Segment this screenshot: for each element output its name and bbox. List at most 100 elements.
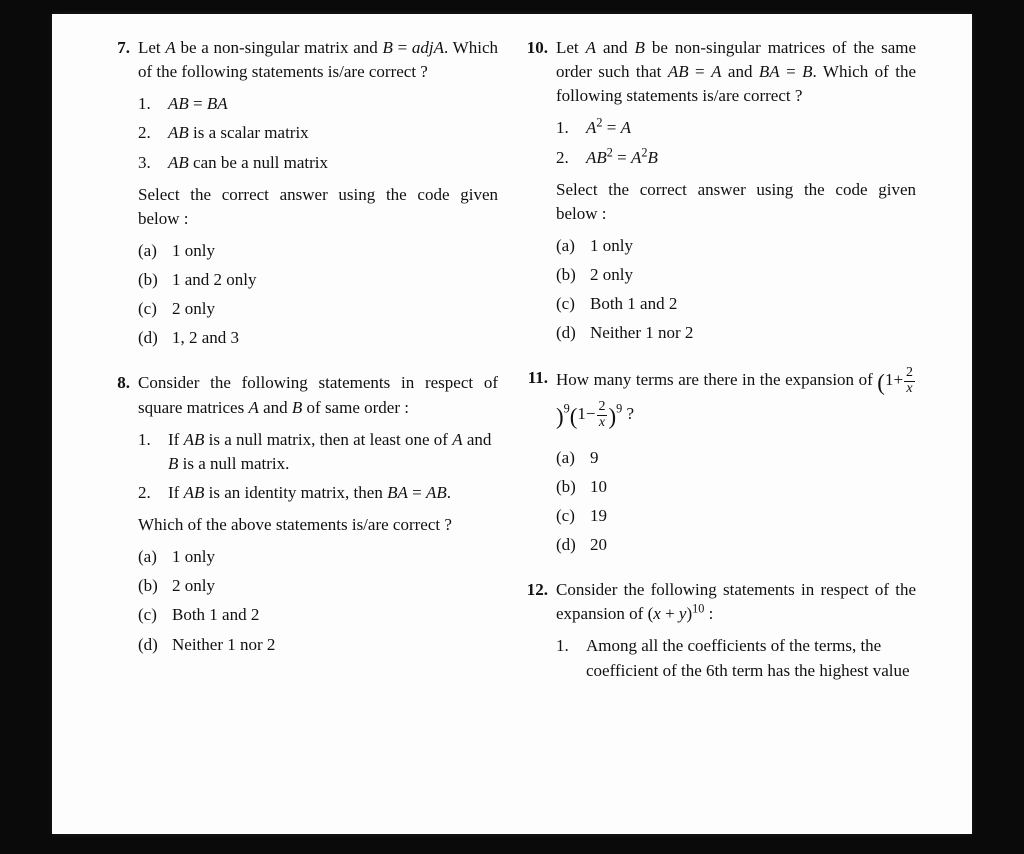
statement-text: A2 = A xyxy=(586,116,916,140)
question-text: Let A and B be non-singular matrices of … xyxy=(556,36,916,108)
option-label: (c) xyxy=(556,292,590,316)
option-text: Neither 1 nor 2 xyxy=(172,633,498,657)
statement-item: 1.Among all the coefficients of the term… xyxy=(556,634,916,682)
option-text: 2 only xyxy=(172,574,498,598)
statement-label: 2. xyxy=(556,146,586,170)
option-label: (b) xyxy=(138,574,172,598)
option-text: 1 and 2 only xyxy=(172,268,498,292)
option-text: 10 xyxy=(590,475,916,499)
answer-option: (a)9 xyxy=(556,446,916,470)
statement-label: 3. xyxy=(138,151,168,175)
answer-option: (b)10 xyxy=(556,475,916,499)
question-12: 12. Consider the following statements in… xyxy=(526,578,916,688)
question-number: 11. xyxy=(526,366,556,562)
statement-item: 3.AB can be a null matrix xyxy=(138,151,498,175)
statement-label: 2. xyxy=(138,121,168,145)
option-label: (b) xyxy=(556,475,590,499)
option-label: (a) xyxy=(556,446,590,470)
question-number: 10. xyxy=(526,36,556,350)
option-label: (d) xyxy=(556,533,590,557)
option-text: Both 1 and 2 xyxy=(172,603,498,627)
code-prompt: Select the correct answer using the code… xyxy=(138,183,498,231)
option-label: (b) xyxy=(556,263,590,287)
question-8: 8. Consider the following statements in … xyxy=(108,371,498,661)
statement-item: 2.AB2 = A2B xyxy=(556,146,916,170)
code-prompt: Which of the above statements is/are cor… xyxy=(138,513,498,537)
answer-option: (d)20 xyxy=(556,533,916,557)
option-text: Both 1 and 2 xyxy=(590,292,916,316)
option-label: (a) xyxy=(138,545,172,569)
statement-list: 1.Among all the coefficients of the term… xyxy=(556,634,916,682)
statement-item: 2.AB is a scalar matrix xyxy=(138,121,498,145)
question-text: How many terms are there in the expansio… xyxy=(556,366,916,433)
answer-option: (a)1 only xyxy=(138,545,498,569)
answer-option: (c)19 xyxy=(556,504,916,528)
option-label: (d) xyxy=(138,326,172,350)
option-text: 1 only xyxy=(172,545,498,569)
statement-list: 1.AB = BA2.AB is a scalar matrix3.AB can… xyxy=(138,92,498,174)
option-text: 2 only xyxy=(590,263,916,287)
answer-option: (c)Both 1 and 2 xyxy=(556,292,916,316)
statement-label: 2. xyxy=(138,481,168,505)
statement-text: If AB is a null matrix, then at least on… xyxy=(168,428,498,476)
option-label: (b) xyxy=(138,268,172,292)
answer-option: (d)Neither 1 nor 2 xyxy=(138,633,498,657)
answer-option: (b)1 and 2 only xyxy=(138,268,498,292)
statement-list: 1.If AB is a null matrix, then at least … xyxy=(138,428,498,505)
exam-page: 7. Let A be a non-singular matrix and B … xyxy=(52,14,972,834)
option-label: (c) xyxy=(138,603,172,627)
question-text: Consider the following statements in res… xyxy=(556,578,916,626)
option-label: (d) xyxy=(556,321,590,345)
answer-option: (c)Both 1 and 2 xyxy=(138,603,498,627)
statement-item: 1.A2 = A xyxy=(556,116,916,140)
statement-label: 1. xyxy=(138,92,168,116)
option-label: (a) xyxy=(556,234,590,258)
option-text: 1 only xyxy=(172,239,498,263)
option-list: (a)1 only(b)2 only(c)Both 1 and 2(d)Neit… xyxy=(556,234,916,346)
statement-text: Among all the coefficients of the terms,… xyxy=(586,634,916,682)
option-text: 9 xyxy=(590,446,916,470)
statement-text: AB2 = A2B xyxy=(586,146,916,170)
question-number: 7. xyxy=(108,36,138,355)
option-text: Neither 1 nor 2 xyxy=(590,321,916,345)
option-label: (c) xyxy=(138,297,172,321)
answer-option: (b)2 only xyxy=(138,574,498,598)
statement-label: 1. xyxy=(556,634,586,682)
option-list: (a)1 only(b)2 only(c)Both 1 and 2(d)Neit… xyxy=(138,545,498,657)
question-10: 10. Let A and B be non-singular matrices… xyxy=(526,36,916,350)
statement-item: 2.If AB is an identity matrix, then BA =… xyxy=(138,481,498,505)
question-number: 8. xyxy=(108,371,138,661)
code-prompt: Select the correct answer using the code… xyxy=(556,178,916,226)
question-7: 7. Let A be a non-singular matrix and B … xyxy=(108,36,498,355)
statement-text: AB can be a null matrix xyxy=(168,151,498,175)
answer-option: (a)1 only xyxy=(138,239,498,263)
statement-text: If AB is an identity matrix, then BA = A… xyxy=(168,481,498,505)
answer-option: (a)1 only xyxy=(556,234,916,258)
answer-option: (c)2 only xyxy=(138,297,498,321)
left-column: 7. Let A be a non-singular matrix and B … xyxy=(108,36,498,834)
right-column: 10. Let A and B be non-singular matrices… xyxy=(526,36,916,834)
option-text: 19 xyxy=(590,504,916,528)
question-text: Let A be a non-singular matrix and B = a… xyxy=(138,36,498,84)
option-label: (d) xyxy=(138,633,172,657)
question-number: 12. xyxy=(526,578,556,688)
option-label: (a) xyxy=(138,239,172,263)
statement-text: AB is a scalar matrix xyxy=(168,121,498,145)
option-list: (a)1 only(b)1 and 2 only(c)2 only(d)1, 2… xyxy=(138,239,498,351)
statement-text: AB = BA xyxy=(168,92,498,116)
question-11: 11. How many terms are there in the expa… xyxy=(526,366,916,562)
answer-option: (d)1, 2 and 3 xyxy=(138,326,498,350)
statement-label: 1. xyxy=(556,116,586,140)
question-text: Consider the following statements in res… xyxy=(138,371,498,419)
option-text: 20 xyxy=(590,533,916,557)
statement-item: 1.AB = BA xyxy=(138,92,498,116)
option-list: (a)9(b)10(c)19(d)20 xyxy=(556,446,916,558)
option-label: (c) xyxy=(556,504,590,528)
statement-item: 1.If AB is a null matrix, then at least … xyxy=(138,428,498,476)
answer-option: (b)2 only xyxy=(556,263,916,287)
answer-option: (d)Neither 1 nor 2 xyxy=(556,321,916,345)
statement-label: 1. xyxy=(138,428,168,476)
option-text: 2 only xyxy=(172,297,498,321)
option-text: 1, 2 and 3 xyxy=(172,326,498,350)
statement-list: 1.A2 = A2.AB2 = A2B xyxy=(556,116,916,169)
